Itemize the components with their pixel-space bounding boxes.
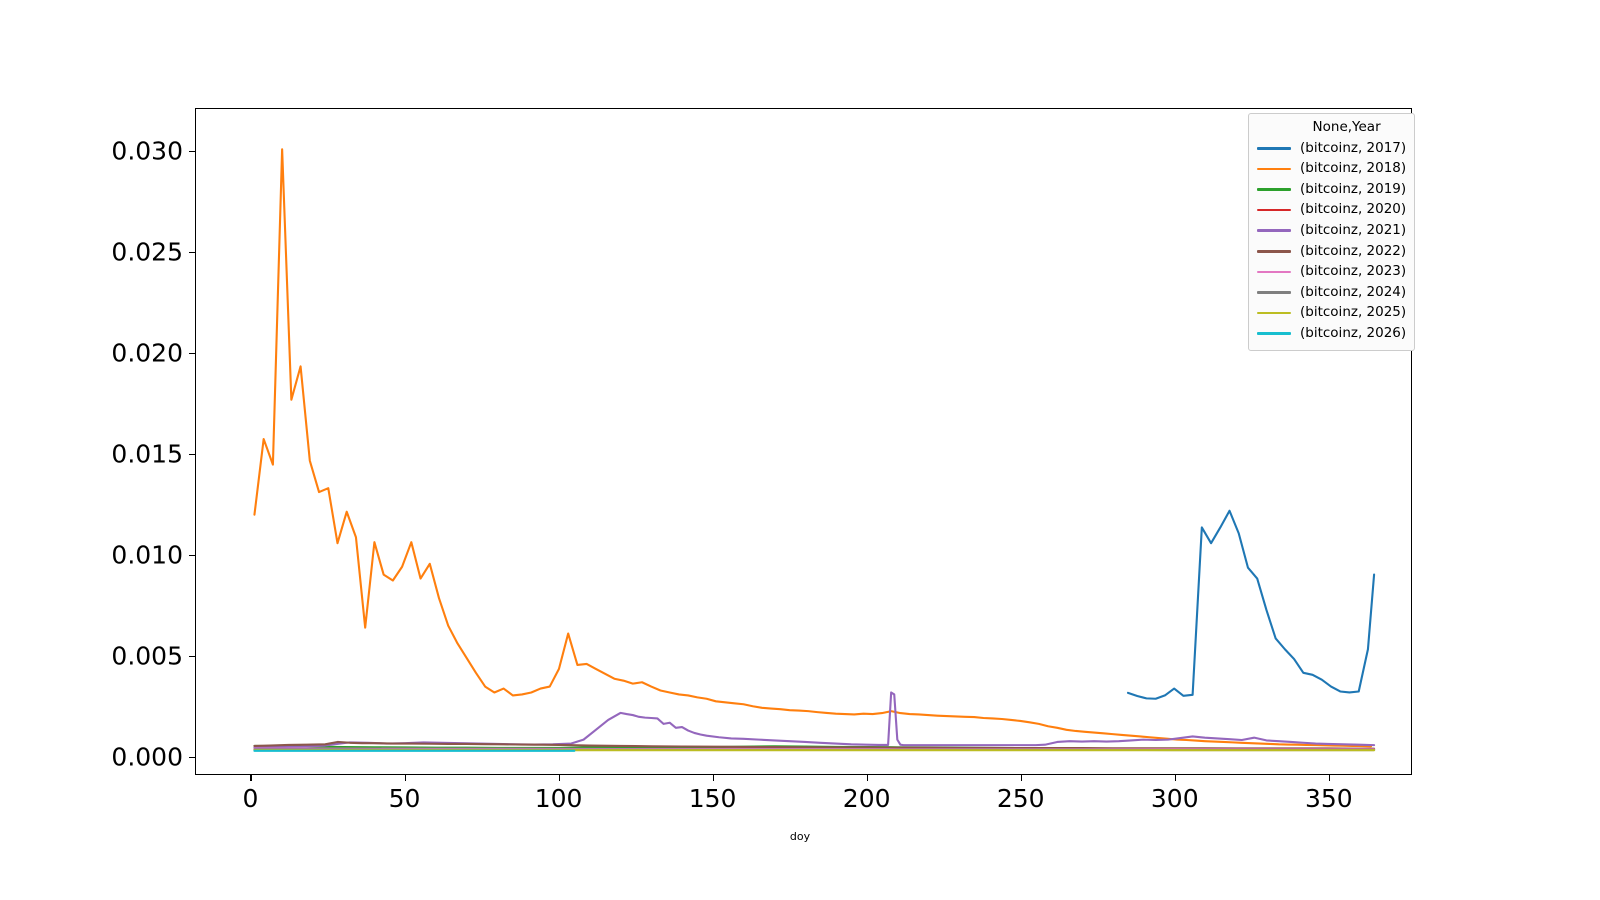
xtick-mark-6 — [1174, 775, 1176, 781]
ytick-mark-4 — [189, 353, 195, 355]
xtick-mark-4 — [866, 775, 868, 781]
ytick-label-6: 0.030 — [111, 136, 183, 166]
series-line — [254, 692, 1374, 747]
legend-item-label: (bitcoinz, 2025) — [1300, 304, 1407, 321]
xtick-label-2: 100 — [534, 784, 583, 813]
xtick-mark-5 — [1020, 775, 1022, 781]
legend-item-label: (bitcoinz, 2017) — [1300, 139, 1407, 156]
legend-item-0[interactable]: (bitcoinz, 2017) — [1257, 138, 1406, 159]
xtick-mark-2 — [558, 775, 560, 781]
ytick-mark-5 — [189, 252, 195, 254]
legend-item-8[interactable]: (bitcoinz, 2025) — [1257, 303, 1406, 324]
ytick-label-0: 0.000 — [111, 742, 183, 772]
xtick-label-7: 350 — [1304, 784, 1353, 813]
plot-area — [195, 108, 1412, 775]
ytick-mark-3 — [189, 454, 195, 456]
xtick-label-4: 200 — [842, 784, 891, 813]
series-line — [254, 149, 1371, 746]
legend-item-label: (bitcoinz, 2024) — [1300, 283, 1407, 300]
legend-item-label: (bitcoinz, 2022) — [1300, 242, 1407, 259]
legend-item-1[interactable]: (bitcoinz, 2018) — [1257, 159, 1406, 180]
legend-item-label: (bitcoinz, 2018) — [1300, 160, 1407, 177]
ytick-mark-6 — [189, 151, 195, 153]
legend-swatch-icon — [1257, 270, 1291, 274]
legend-swatch-icon — [1257, 229, 1291, 232]
xtick-mark-7 — [1328, 775, 1330, 781]
legend-item-label: (bitcoinz, 2019) — [1300, 180, 1407, 197]
ytick-mark-0 — [189, 757, 195, 759]
legend-swatch-icon — [1257, 188, 1291, 191]
ytick-label-2: 0.010 — [111, 540, 183, 570]
legend-item-3[interactable]: (bitcoinz, 2020) — [1257, 200, 1406, 221]
ytick-label-4: 0.020 — [111, 338, 183, 368]
legend-swatch-icon — [1257, 167, 1291, 171]
legend-swatch-icon — [1257, 291, 1291, 294]
ytick-label-1: 0.005 — [111, 641, 183, 671]
xtick-label-6: 300 — [1150, 784, 1199, 813]
legend-rows: (bitcoinz, 2017) (bitcoinz, 2018) (bitcoin… — [1257, 138, 1406, 344]
legend-swatch-icon — [1257, 249, 1291, 253]
legend-swatch-icon — [1257, 147, 1291, 150]
xtick-mark-3 — [712, 775, 714, 781]
legend-item-label: (bitcoinz, 2021) — [1300, 221, 1407, 238]
xtick-label-3: 150 — [688, 784, 737, 813]
legend-item-label: (bitcoinz, 2026) — [1300, 324, 1407, 341]
xtick-label-5: 250 — [996, 784, 1045, 813]
xtick-mark-1 — [404, 775, 406, 781]
xtick-label-0: 0 — [242, 784, 259, 813]
legend-item-label: (bitcoinz, 2023) — [1300, 263, 1407, 280]
series-line — [1128, 511, 1374, 699]
xtick-mark-0 — [250, 775, 252, 781]
legend-swatch-icon — [1257, 311, 1291, 315]
legend-item-5[interactable]: (bitcoinz, 2022) — [1257, 241, 1406, 262]
legend-item-7[interactable]: (bitcoinz, 2024) — [1257, 282, 1406, 303]
legend-item-9[interactable]: (bitcoinz, 2026) — [1257, 323, 1406, 344]
legend-swatch-icon — [1257, 208, 1291, 212]
ytick-label-3: 0.015 — [111, 439, 183, 469]
legend-item-6[interactable]: (bitcoinz, 2023) — [1257, 262, 1406, 283]
chart-legend[interactable]: None,Year (bitcoinz, 2017) (bitcoinz, 201… — [1248, 113, 1416, 351]
legend-item-4[interactable]: (bitcoinz, 2021) — [1257, 220, 1406, 241]
ytick-mark-2 — [189, 555, 195, 557]
legend-item-2[interactable]: (bitcoinz, 2019) — [1257, 179, 1406, 200]
ytick-label-5: 0.025 — [111, 237, 183, 267]
legend-swatch-icon — [1257, 332, 1291, 335]
series-lines — [196, 109, 1411, 774]
xtick-label-1: 50 — [388, 784, 421, 813]
xaxis-title: doy — [789, 830, 811, 843]
legend-title: None,Year — [1312, 119, 1381, 135]
legend-item-label: (bitcoinz, 2020) — [1300, 201, 1407, 218]
ytick-mark-1 — [189, 656, 195, 658]
